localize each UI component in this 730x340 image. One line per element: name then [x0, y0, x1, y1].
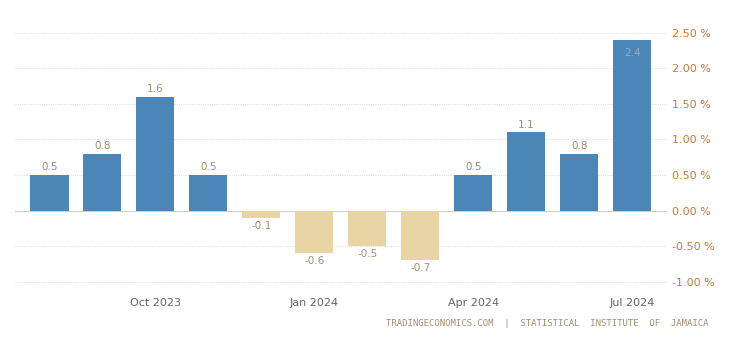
Bar	[83, 154, 121, 211]
Bar	[507, 132, 545, 211]
Text: -0.1: -0.1	[251, 221, 272, 231]
Text: -0.5: -0.5	[357, 249, 377, 259]
Bar	[402, 211, 439, 260]
Text: 0.8: 0.8	[94, 141, 111, 151]
Text: 2.4: 2.4	[624, 48, 640, 58]
Text: 0.8: 0.8	[571, 141, 588, 151]
Text: 0.5: 0.5	[41, 162, 58, 172]
Bar	[189, 175, 228, 211]
Text: 0.5: 0.5	[465, 162, 482, 172]
Text: 0.5: 0.5	[200, 162, 217, 172]
Bar	[454, 175, 492, 211]
Text: TRADINGECONOMICS.COM  |  STATISTICAL  INSTITUTE  OF  JAMAICA: TRADINGECONOMICS.COM | STATISTICAL INSTI…	[385, 319, 708, 328]
Bar	[31, 175, 69, 211]
Text: -0.7: -0.7	[410, 263, 431, 273]
Text: -0.6: -0.6	[304, 256, 324, 266]
Bar	[348, 211, 386, 246]
Bar	[613, 40, 651, 211]
Bar	[242, 211, 280, 218]
Bar	[560, 154, 599, 211]
Text: 1.6: 1.6	[147, 84, 164, 94]
Text: 1.1: 1.1	[518, 120, 534, 130]
Bar	[137, 97, 174, 211]
Bar	[295, 211, 334, 253]
